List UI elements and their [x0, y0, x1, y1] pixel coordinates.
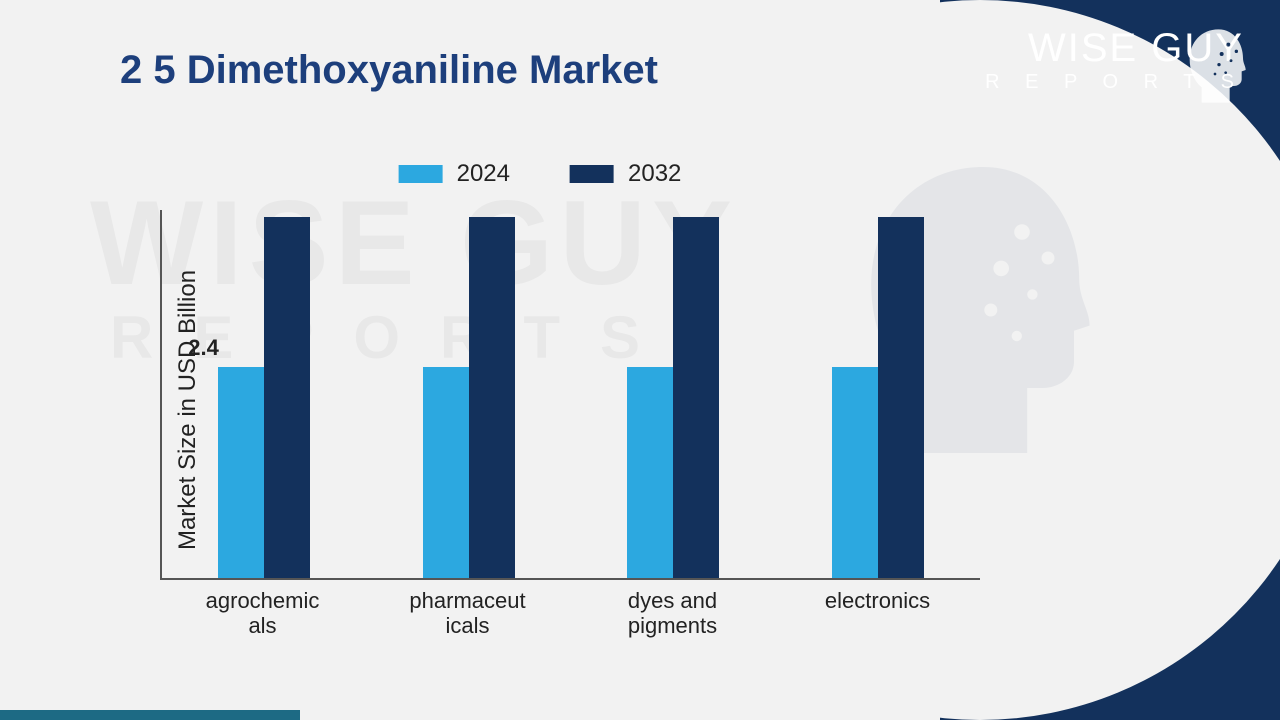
bar-groups: 2.4 — [162, 210, 980, 578]
bar — [264, 217, 310, 578]
legend-item-2032: 2032 — [570, 160, 681, 188]
legend-swatch-2032 — [570, 165, 614, 183]
x-axis-label: agrochemicals — [183, 584, 343, 639]
bar — [627, 367, 673, 578]
brand-head-icon — [1180, 26, 1250, 106]
brand-logo: WISE GUY R E P O R T S — [985, 28, 1244, 96]
legend: 2024 2032 — [399, 160, 682, 188]
bar-group — [389, 217, 549, 578]
x-axis-labels: agrochemicals pharmaceuticals dyes and pig… — [160, 584, 980, 639]
bar-value-label: 2.4 — [188, 335, 219, 361]
x-axis-label: dyes and pigments — [593, 584, 753, 639]
bar — [469, 217, 515, 578]
legend-swatch-2024 — [399, 165, 443, 183]
bottom-accent-bar — [0, 710, 300, 720]
plot-area: 2.4 — [160, 210, 980, 580]
bar — [673, 217, 719, 578]
bar-group — [593, 217, 753, 578]
bar — [218, 367, 264, 578]
chart-area: Market Size in USD Billion 2024 2032 2.4… — [100, 160, 980, 660]
chart-title: 2 5 Dimethoxyaniline Market — [120, 48, 658, 93]
legend-label-2024: 2024 — [457, 160, 510, 188]
x-axis-label: electronics — [798, 584, 958, 639]
bar — [832, 367, 878, 578]
bar — [423, 367, 469, 578]
bar-group — [798, 217, 958, 578]
x-axis-label: pharmaceuticals — [388, 584, 548, 639]
legend-label-2032: 2032 — [628, 160, 681, 188]
bar — [878, 217, 924, 578]
bar-group: 2.4 — [184, 217, 344, 578]
report-canvas: WISE GUY REPORTS WISE GUY R E P O R T S … — [0, 0, 1280, 720]
legend-item-2024: 2024 — [399, 160, 510, 188]
